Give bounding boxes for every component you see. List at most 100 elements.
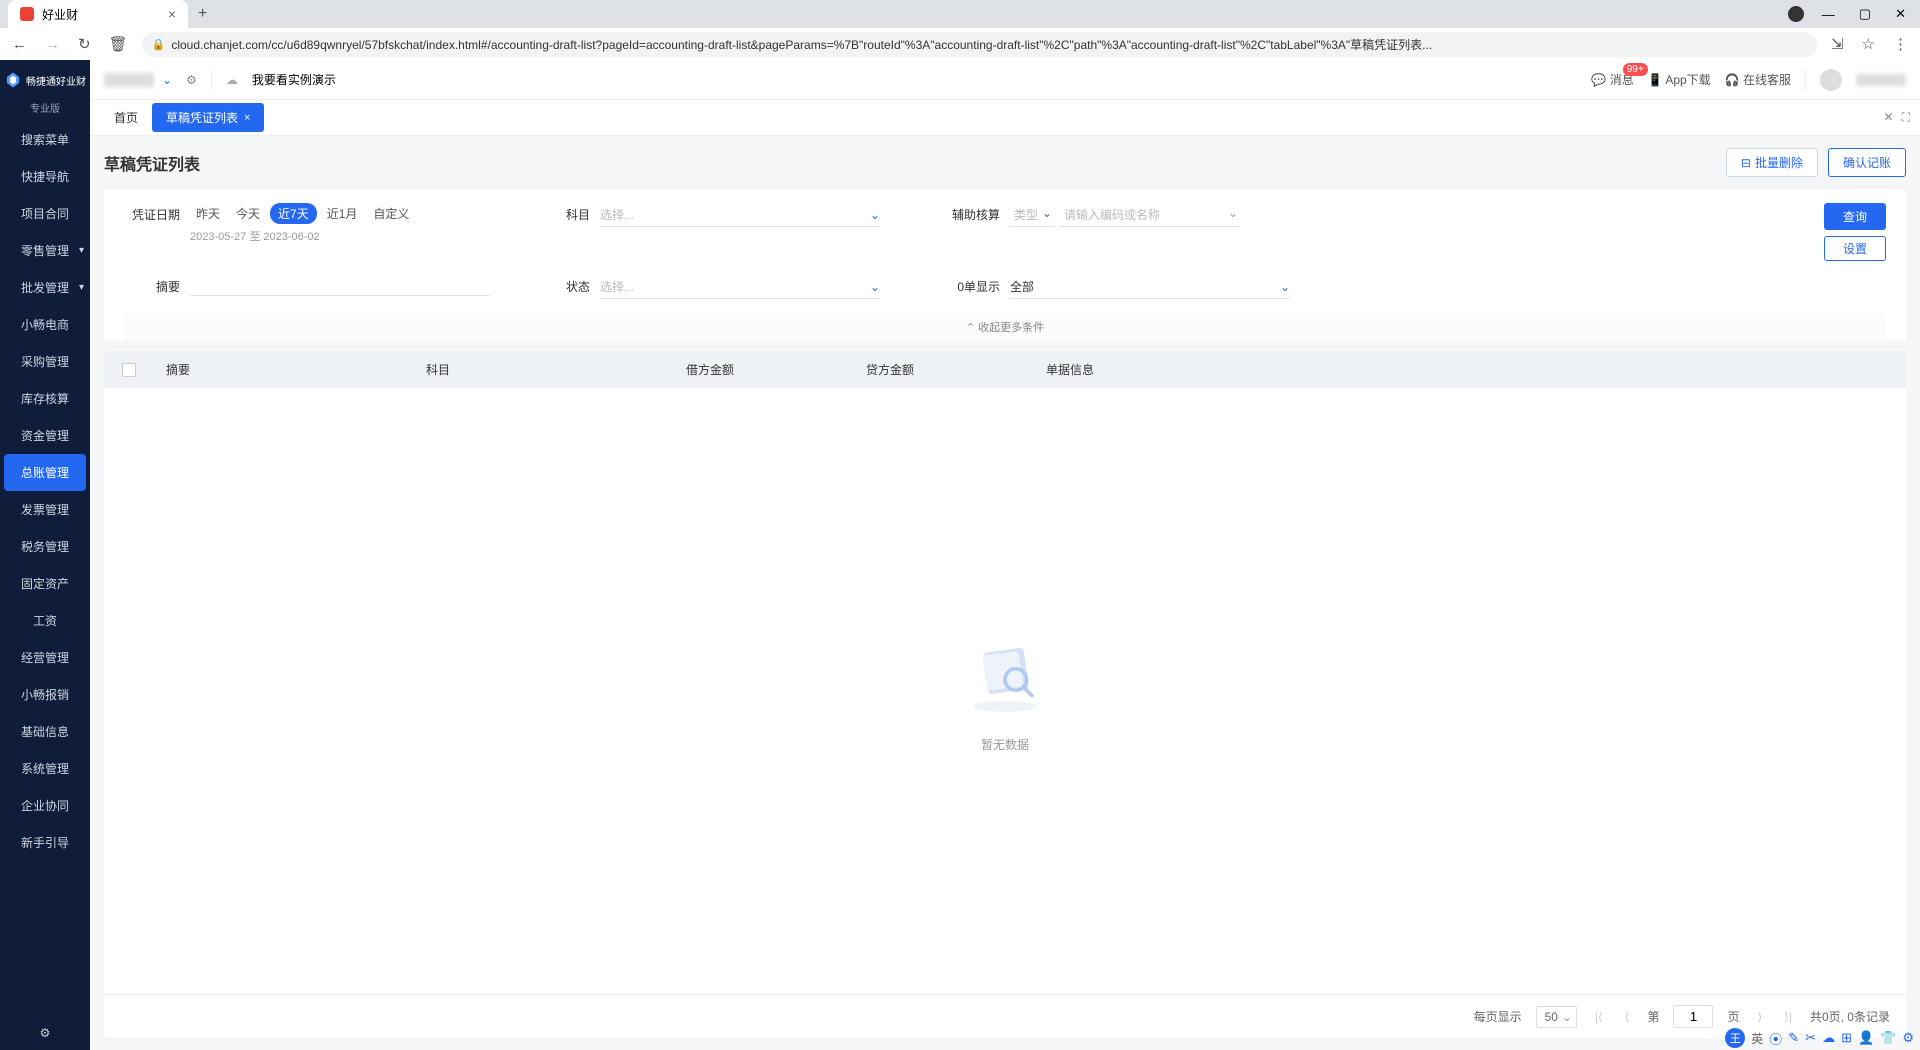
sidebar-item-operation[interactable]: 经营管理 (0, 639, 90, 676)
sidebar: 畅捷通好业财 专业版 搜索菜单 快捷导航 项目合同 零售管理▾ 批发管理▾ 小畅… (0, 60, 90, 1050)
close-window-icon[interactable]: ✕ (1889, 4, 1912, 24)
prev-page-icon[interactable]: ⟨ (1621, 1010, 1634, 1024)
date-today[interactable]: 今天 (230, 203, 266, 224)
tb-icon-2[interactable]: ✎ (1788, 1030, 1799, 1046)
date-range: 2023-05-27 至 2023-06-02 (190, 228, 415, 244)
aux-type-select[interactable]: 类型 (1010, 203, 1054, 227)
maximize-icon[interactable]: ▢ (1853, 4, 1877, 24)
tab-draft-voucher[interactable]: 草稿凭证列表 × (152, 103, 264, 132)
aux-code-input[interactable]: 请输入编码或名称 (1060, 203, 1240, 227)
select-all-checkbox[interactable] (104, 351, 154, 388)
confirm-book-button[interactable]: 确认记账 (1828, 148, 1906, 177)
minimize-icon[interactable]: — (1816, 5, 1841, 24)
tb-icon-1[interactable]: ⦿ (1769, 1029, 1782, 1048)
date-1month[interactable]: 近1月 (321, 203, 364, 224)
status-label: 状态 (534, 275, 590, 295)
message-button[interactable]: 💬 消息 99+ (1591, 71, 1633, 88)
online-service-button[interactable]: 🎧 在线客服 (1725, 71, 1791, 88)
sidebar-item-purchase[interactable]: 采购管理 (0, 343, 90, 380)
next-page-icon[interactable]: ⟩ (1753, 1010, 1766, 1024)
first-page-icon[interactable]: |⟨ (1591, 1010, 1607, 1024)
batch-delete-button[interactable]: ⊟ 批量删除 (1726, 148, 1818, 177)
sidebar-item-basic[interactable]: 基础信息 (0, 713, 90, 750)
menu-icon[interactable]: ⋮ (1889, 33, 1912, 55)
sidebar-item-funds[interactable]: 资金管理 (0, 417, 90, 454)
sidebar-item-ledger[interactable]: 总账管理 (4, 454, 86, 491)
tb-icon-7[interactable]: 👕 (1880, 1030, 1896, 1046)
page-size-select[interactable]: 50 (1536, 1006, 1577, 1028)
star-icon[interactable]: ☆ (1858, 33, 1879, 55)
subject-select[interactable]: 选择... ⌄ (600, 203, 880, 227)
sidebar-item-guide[interactable]: 新手引导 (0, 824, 90, 861)
avatar[interactable] (1820, 69, 1842, 91)
sidebar-item-salary[interactable]: 工资 (0, 602, 90, 639)
tb-icon-5[interactable]: ⊞ (1841, 1030, 1852, 1046)
query-button[interactable]: 查询 (1824, 203, 1886, 230)
settings-icon[interactable]: ⚙ (0, 1016, 90, 1050)
app-download-button[interactable]: 📱 App下载 (1648, 71, 1711, 88)
org-selector[interactable]: ⌄ (104, 73, 172, 87)
date-custom[interactable]: 自定义 (367, 203, 415, 224)
zero-label: 0单显示 (944, 275, 1000, 295)
last-page-icon[interactable]: ⟩| (1780, 1010, 1796, 1024)
sidebar-item-tax[interactable]: 税务管理 (0, 528, 90, 565)
page-header: 草稿凭证列表 ⊟ 批量删除 确认记账 (104, 148, 1906, 177)
sidebar-item-reimburse[interactable]: 小畅报销 (0, 676, 90, 713)
date-yesterday[interactable]: 昨天 (190, 203, 226, 224)
cloud-icon: ☁ (226, 73, 238, 87)
sidebar-item-system[interactable]: 系统管理 (0, 750, 90, 787)
status-select[interactable]: 选择... ⌄ (600, 275, 880, 299)
page-input[interactable] (1673, 1005, 1713, 1028)
close-icon[interactable]: × (168, 6, 176, 22)
browser-tab[interactable]: 好业财 × (8, 0, 188, 28)
chevron-down-icon: ⌄ (1280, 280, 1290, 294)
page-suffix: 页 (1727, 1008, 1739, 1025)
sidebar-item-wholesale[interactable]: 批发管理▾ (0, 269, 90, 306)
col-debit: 借方金额 (674, 351, 854, 388)
subject-label: 科目 (534, 203, 590, 223)
setting-button[interactable]: 设置 (1824, 236, 1886, 261)
sidebar-item-assets[interactable]: 固定资产 (0, 565, 90, 602)
ime-lang[interactable]: 英 (1751, 1030, 1763, 1047)
sidebar-item-invoice[interactable]: 发票管理 (0, 491, 90, 528)
sidebar-item-retail[interactable]: 零售管理▾ (0, 232, 90, 269)
forward-icon[interactable]: → (41, 34, 64, 55)
zero-select[interactable]: 全部 ⌄ (1010, 275, 1290, 299)
gear-icon[interactable]: ⚙ (186, 73, 197, 87)
back-icon[interactable]: ← (8, 34, 31, 55)
username-blurred (1856, 74, 1906, 86)
tb-icon-6[interactable]: 👤 (1858, 1030, 1874, 1046)
demo-link[interactable]: 我要看实例演示 (252, 71, 336, 88)
sidebar-item-project[interactable]: 项目合同 (0, 195, 90, 232)
sidebar-item-search[interactable]: 搜索菜单 (0, 121, 90, 158)
collapse-icon: ⌃ (966, 322, 975, 334)
tab-home[interactable]: 首页 (100, 103, 152, 132)
install-icon[interactable]: ⇲ (1827, 33, 1848, 55)
reload-icon[interactable]: ↻ (74, 33, 95, 55)
col-credit: 贷方金额 (854, 351, 1034, 388)
chevron-down-icon: ⌄ (162, 73, 172, 87)
account-icon[interactable] (1788, 6, 1804, 22)
tb-icon-4[interactable]: ☁ (1822, 1030, 1835, 1046)
sidebar-item-quicknav[interactable]: 快捷导航 (0, 158, 90, 195)
pagination: 每页显示 50 |⟨ ⟨ 第 页 ⟩ ⟩| 共0页, 0条记录 (104, 994, 1906, 1038)
table-header: 摘要 科目 借方金额 贷方金额 单据信息 (104, 351, 1906, 388)
sidebar-item-ecommerce[interactable]: 小畅电商 (0, 306, 90, 343)
summary-input[interactable] (190, 275, 490, 296)
sidebar-item-inventory[interactable]: 库存核算 (0, 380, 90, 417)
sidebar-item-collab[interactable]: 企业协同 (0, 787, 90, 824)
close-tab-icon[interactable]: × (244, 112, 250, 124)
chevron-down-icon: ⌄ (870, 208, 880, 222)
collapse-button[interactable]: ⌃ 收起更多条件 (124, 313, 1886, 341)
trash-icon[interactable]: 🗑 (105, 33, 132, 55)
tb-icon-8[interactable]: ⚙ (1902, 1030, 1914, 1046)
logo: 畅捷通好业财 (0, 60, 90, 100)
fullscreen-icon[interactable]: ⛶ (1902, 110, 1910, 125)
close-all-icon[interactable]: ✕ (1884, 110, 1894, 125)
ime-icon[interactable]: 王 (1725, 1028, 1745, 1048)
tb-icon-3[interactable]: ✂ (1805, 1030, 1816, 1046)
ime-taskbar: 王 英 ⦿ ✎ ✂ ☁ ⊞ 👤 👕 ⚙ (1725, 1028, 1914, 1048)
url-input[interactable]: 🔒 cloud.chanjet.com/cc/u6d89qwnryel/57bf… (142, 32, 1817, 57)
date-7days[interactable]: 近7天 (270, 203, 317, 224)
new-tab-button[interactable]: + (188, 5, 217, 23)
